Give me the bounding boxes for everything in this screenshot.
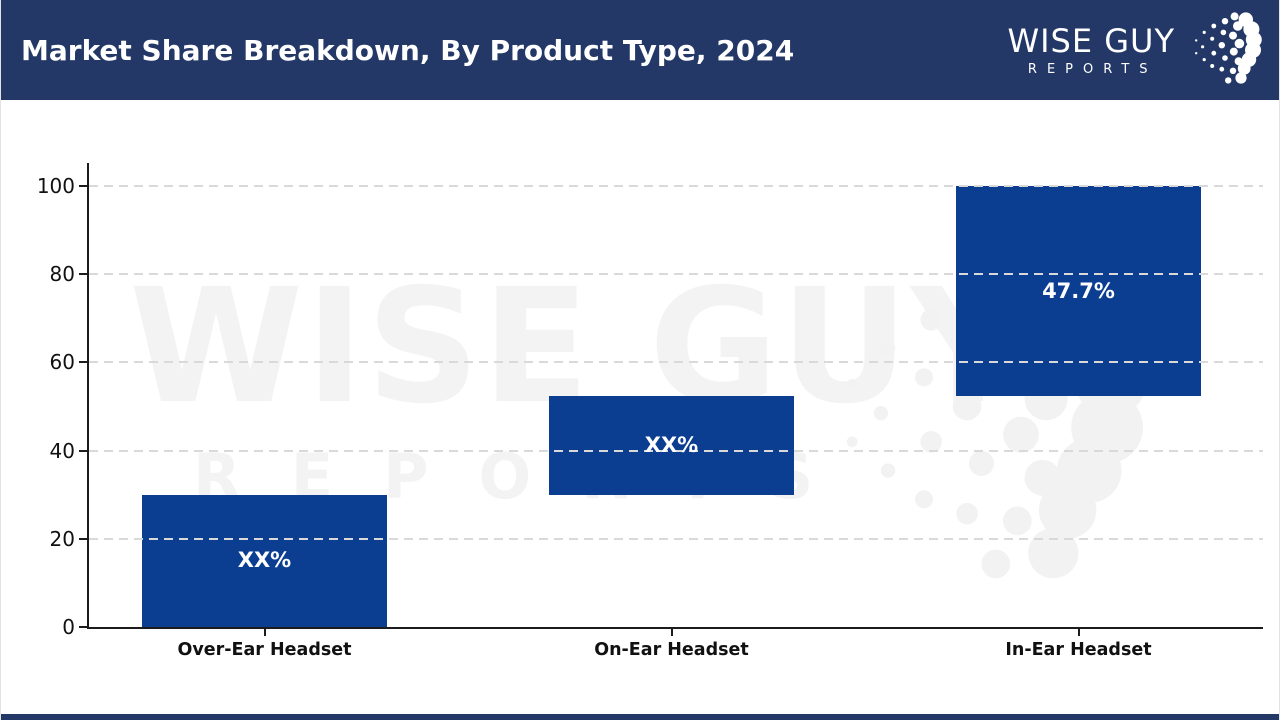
x-axis-label: Over-Ear Headset [177, 640, 352, 660]
logo-head-dots-icon [1177, 9, 1265, 91]
y-tick [79, 537, 87, 540]
bar-value-label: XX% [644, 433, 699, 457]
y-tick [79, 361, 87, 364]
y-tick [79, 273, 87, 276]
x-axis-label: On-Ear Headset [594, 640, 749, 660]
y-tick-label: 20 [49, 526, 75, 551]
x-axis-line [87, 627, 1263, 629]
bar [142, 494, 387, 627]
page-title: Market Share Breakdown, By Product Type,… [21, 33, 795, 67]
x-tick [670, 629, 673, 636]
y-axis-line [87, 163, 89, 629]
logo-reports: REPORTS [1027, 61, 1158, 77]
y-tick [79, 626, 87, 628]
header-bar: Market Share Breakdown, By Product Type,… [1, 0, 1279, 100]
bar-value-label: 47.7% [1042, 278, 1115, 303]
y-tick-label: 80 [49, 262, 75, 287]
y-tick [79, 449, 87, 452]
y-tick-label: 60 [49, 350, 75, 375]
footer-bar [1, 714, 1279, 720]
x-tick [1077, 629, 1080, 636]
logo-text: WISE GUY REPORTS [1007, 25, 1175, 76]
y-tick-label: 100 [36, 174, 75, 198]
wise-guy-reports-logo: WISE GUY REPORTS [1007, 9, 1265, 91]
bar-value-label: XX% [237, 548, 292, 573]
grid-line [89, 449, 1263, 452]
grid-line [89, 273, 1263, 276]
grid-line [89, 185, 1263, 187]
grid-line [89, 361, 1263, 364]
logo-wise-guy: WISE GUY [1007, 21, 1175, 60]
grid-line [89, 537, 1263, 540]
x-tick [263, 629, 266, 636]
x-axis-label: In-Ear Headset [1005, 640, 1152, 660]
y-tick [79, 185, 87, 187]
bar [549, 396, 794, 495]
bar [956, 186, 1201, 397]
y-tick-label: 40 [49, 438, 75, 463]
y-tick-label: 0 [62, 615, 75, 639]
